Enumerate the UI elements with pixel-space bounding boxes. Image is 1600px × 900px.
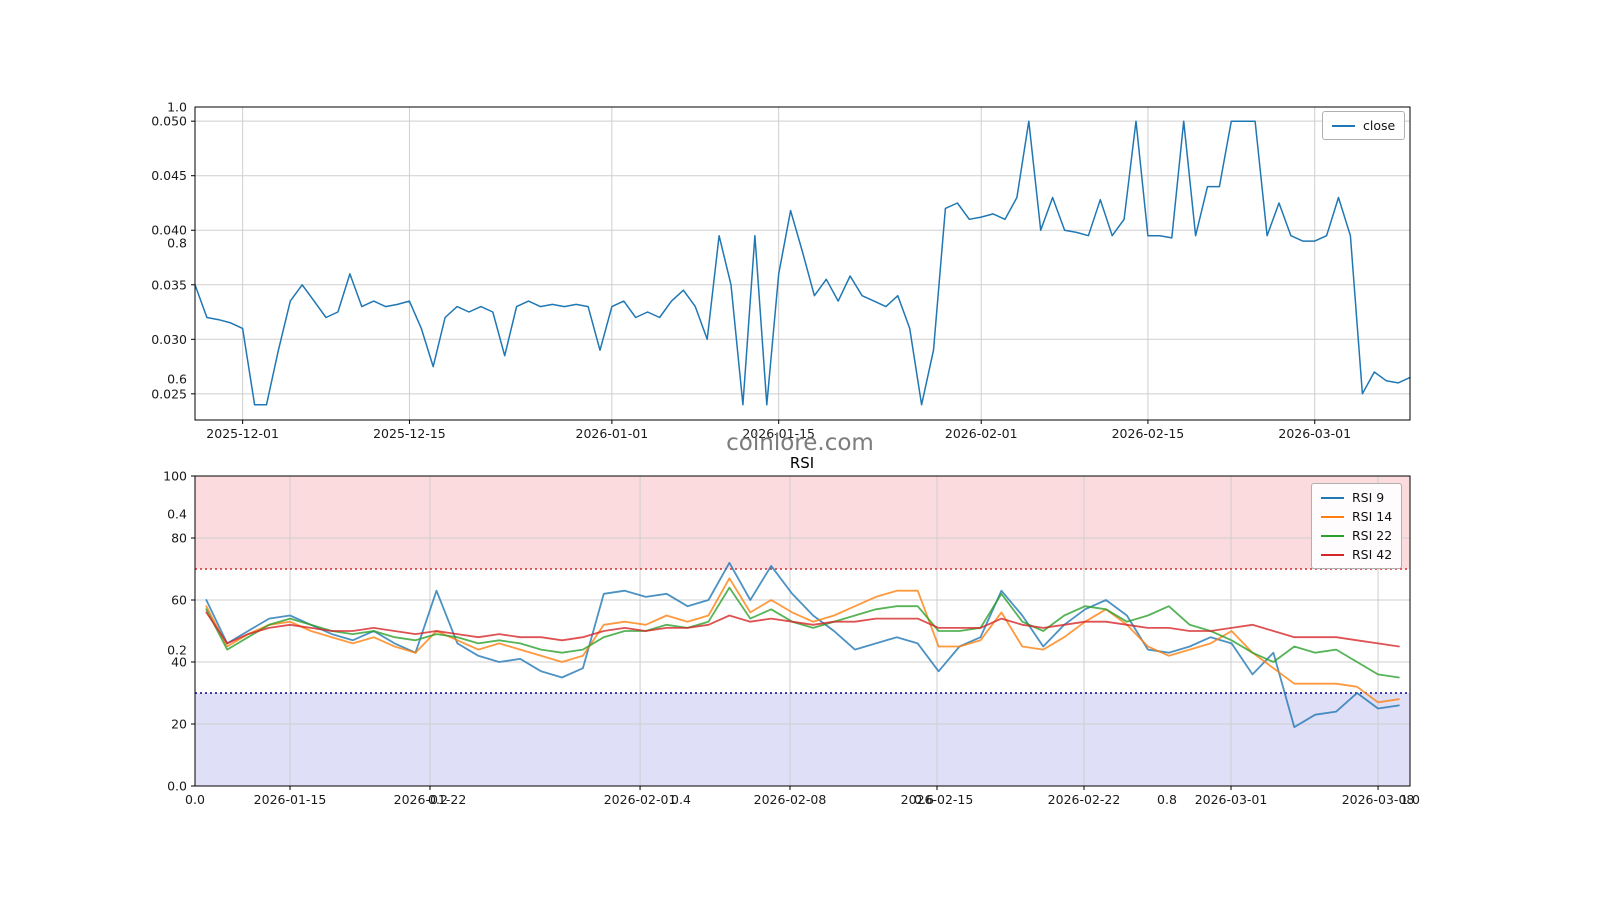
y-tick-label: 0.025	[151, 386, 187, 401]
rsi-chart-title: RSI	[789, 454, 815, 472]
legend-item-rsi-22: RSI 22	[1321, 526, 1392, 545]
parent-bottom-label: 1.0	[1400, 792, 1420, 807]
parent-left-label: 0.4	[167, 507, 187, 522]
y-tick-label: 60	[171, 593, 187, 608]
x-tick-label: 2025-12-01	[206, 426, 279, 441]
x-tick-label: 2026-03-08	[1342, 792, 1415, 807]
x-tick-label: 2026-02-01	[945, 426, 1018, 441]
parent-left-label: 0.8	[167, 236, 187, 251]
x-tick-label: 2026-03-01	[1278, 426, 1351, 441]
x-tick-label: 2026-01-15	[742, 426, 815, 441]
x-tick-label: 2026-02-08	[754, 792, 827, 807]
parent-bottom-label: 0.2	[428, 792, 448, 807]
x-tick-label: 2026-02-15	[1112, 426, 1185, 441]
legend-item-rsi-42: RSI 42	[1321, 545, 1392, 564]
y-tick-label: 20	[171, 717, 187, 732]
y-tick-label: 0.035	[151, 277, 187, 292]
rsi-chart: 2026-01-15 2026-01-22 2026-02-01 2026-02-08…	[163, 469, 1414, 808]
series-rsi-9	[205, 561, 1400, 728]
x-tick-label: 2026-01-15	[254, 792, 327, 807]
y-tick-label: 0.040	[151, 223, 187, 238]
legend-label: RSI 42	[1352, 547, 1393, 562]
parent-left-label: 0.2	[167, 643, 187, 658]
x-tick-label: 2026-02-15	[901, 792, 974, 807]
y-tick-label: 0.050	[151, 114, 187, 129]
price-legend: close	[1322, 111, 1406, 140]
x-tick-label: 2026-02-22	[1048, 792, 1121, 807]
y-tick-label: 0.045	[151, 168, 187, 183]
legend-line-sample	[1321, 515, 1344, 518]
legend-line-sample	[1332, 124, 1355, 127]
price-plot-border	[194, 106, 1411, 421]
x-tick-label: 2026-01-22	[394, 792, 467, 807]
rsi-band-1	[195, 693, 1410, 786]
watermark: coinlore.com	[726, 430, 874, 456]
series-rsi-22	[205, 586, 1400, 679]
legend-item-rsi-14: RSI 14	[1321, 507, 1392, 526]
legend-line-sample	[1321, 496, 1344, 499]
legend-item-close: close	[1332, 116, 1395, 135]
x-tick-label: 2025-12-15	[373, 426, 446, 441]
y-tick-label: 0.0	[167, 779, 187, 794]
parent-bottom-label: 0.6	[914, 792, 934, 807]
x-tick-label: 2026-02-01	[604, 792, 677, 807]
parent-bottom-label: 0.0	[185, 792, 205, 807]
y-tick-label: 80	[171, 531, 187, 546]
rsi-plot-border	[194, 475, 1411, 787]
legend-label: close	[1363, 118, 1396, 133]
legend-label: RSI 9	[1352, 490, 1385, 505]
x-tick-label: 2026-03-01	[1195, 792, 1268, 807]
parent-axis-labels: 1.0 0.8 0.6 0.4 0.2 0.0 0.2 0.4 0.6 0.8 1.0	[167, 100, 1420, 808]
y-tick-label: 100	[163, 469, 187, 484]
rsi-band-0	[195, 476, 1410, 569]
price-chart: 2025-12-01 2025-12-15 2026-01-01 2026-01-15…	[151, 106, 1411, 441]
rsi-legend: RSI 9 RSI 14 RSI 22 RSI 42	[1311, 483, 1403, 569]
y-tick-label: 0.030	[151, 332, 187, 347]
series-close	[194, 120, 1411, 406]
y-tick-label: 40	[171, 655, 187, 670]
x-tick-label: 2026-01-01	[576, 426, 649, 441]
legend-label: RSI 14	[1352, 509, 1393, 524]
parent-bottom-label: 0.8	[1157, 792, 1177, 807]
parent-left-label: 1.0	[167, 100, 187, 115]
legend-label: RSI 22	[1352, 528, 1393, 543]
series-rsi-14	[205, 577, 1400, 704]
legend-item-rsi-9: RSI 9	[1321, 488, 1392, 507]
parent-bottom-label: 0.4	[671, 792, 691, 807]
series-rsi-42	[205, 611, 1400, 648]
parent-left-label: 0.6	[167, 372, 187, 387]
legend-line-sample	[1321, 534, 1344, 537]
legend-line-sample	[1321, 553, 1344, 556]
